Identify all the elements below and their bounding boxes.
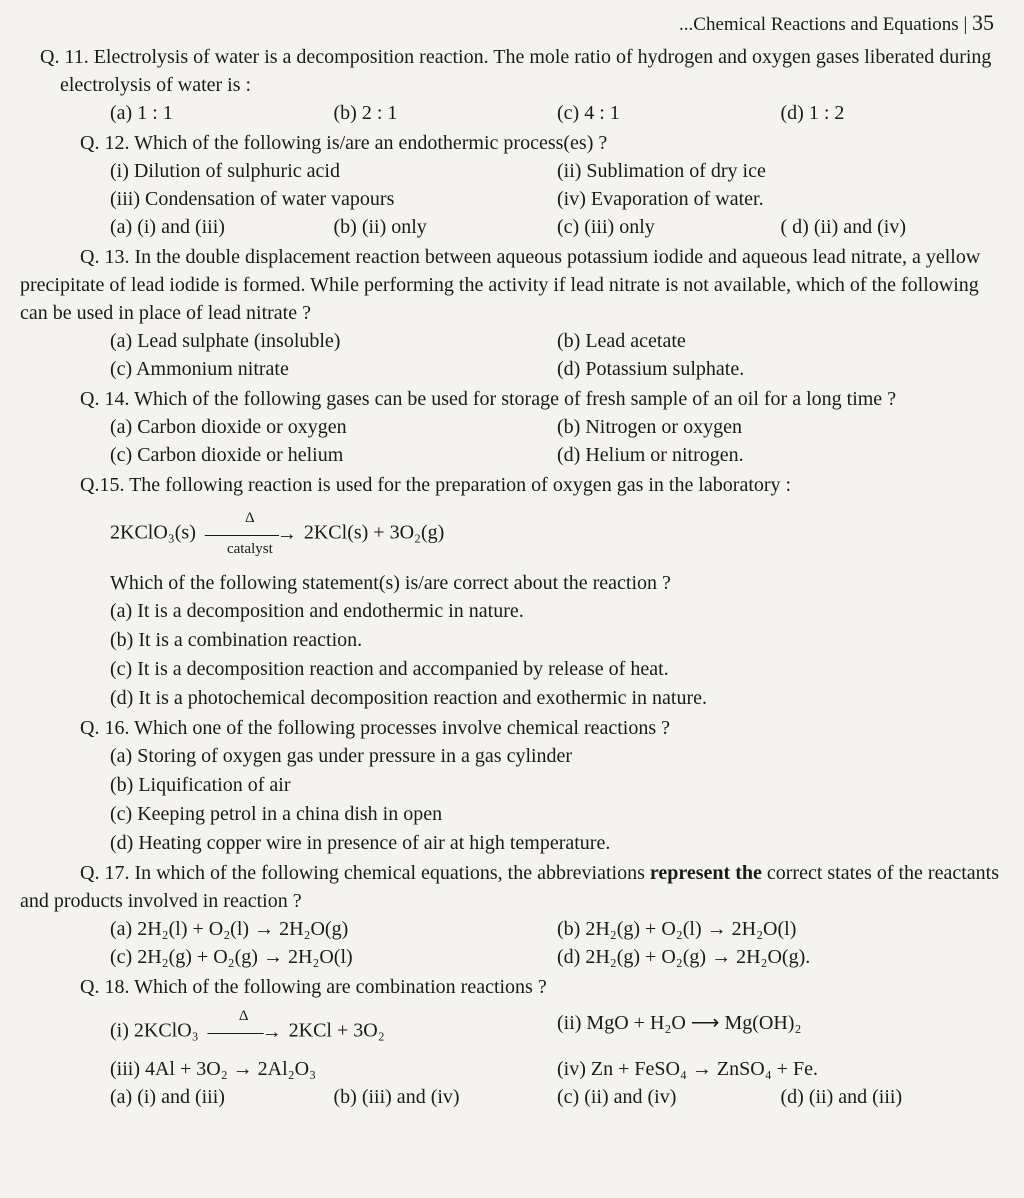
q16-opt-d: (d) Heating copper wire in presence of a…	[110, 829, 1004, 857]
q12-opt-c: (c) (iii) only	[557, 213, 781, 241]
q18-opt-b: (b) (iii) and (iv)	[334, 1083, 558, 1111]
q18-ii: (ii) MgO + H₂O ⟶ Mg(OH)₂	[557, 1009, 1004, 1055]
q13-opt-a: (a) Lead sulphate (insoluble)	[110, 327, 557, 355]
q18-iii: (iii) 4Al + 3O₂ → 2Al₂O₃	[110, 1055, 557, 1083]
q16-opt-a: (a) Storing of oxygen gas under pressure…	[110, 742, 1004, 770]
q18-options: (a) (i) and (iii) (b) (iii) and (iv) (c)…	[20, 1083, 1004, 1111]
question-11: Q. 11. Electrolysis of water is a decomp…	[20, 43, 1004, 127]
q17-options-row1: (a) 2H₂(l) + O₂(l) → 2H₂O(g) (b) 2H₂(g) …	[20, 915, 1004, 943]
q12-opt-b: (b) (ii) only	[334, 213, 558, 241]
q12-opt-a: (a) (i) and (iii)	[110, 213, 334, 241]
q17-text-bold: represent the	[650, 862, 762, 884]
q18-text: Q. 18. Which of the following are combin…	[20, 973, 1004, 1001]
q11-options: (a) 1 : 1 (b) 2 : 1 (c) 4 : 1 (d) 1 : 2	[20, 99, 1004, 127]
q11-opt-d: (d) 1 : 2	[781, 99, 1005, 127]
question-18: Q. 18. Which of the following are combin…	[20, 973, 1004, 1111]
q13-text: Q. 13. In the double displacement reacti…	[20, 243, 1004, 327]
q13-options-row2: (c) Ammonium nitrate (d) Potassium sulph…	[20, 355, 1004, 383]
q18-i: (i) 2KClO₃ Δ ———→ 2KCl + 3O₂	[110, 1009, 557, 1055]
question-12: Q. 12. Which of the following is/are an …	[20, 129, 1004, 241]
q18-opt-c: (c) (ii) and (iv)	[557, 1083, 781, 1111]
question-13: Q. 13. In the double displacement reacti…	[20, 243, 1004, 383]
q13-options-row1: (a) Lead sulphate (insoluble) (b) Lead a…	[20, 327, 1004, 355]
q15-subtext: Which of the following statement(s) is/a…	[20, 569, 1004, 597]
question-16: Q. 16. Which one of the following proces…	[20, 714, 1004, 857]
q17-text: Q. 17. In which of the following chemica…	[20, 859, 1004, 915]
q18-opt-a: (a) (i) and (iii)	[110, 1083, 334, 1111]
q13-opt-d: (d) Potassium sulphate.	[557, 355, 1004, 383]
q18-iv: (iv) Zn + FeSO₄ → ZnSO₄ + Fe.	[557, 1055, 1004, 1083]
arrow-icon: Δ ————→ catalyst	[205, 511, 295, 557]
q16-opt-c: (c) Keeping petrol in a china dish in op…	[110, 800, 1004, 828]
q13-opt-c: (c) Ammonium nitrate	[110, 355, 557, 383]
question-14: Q. 14. Which of the following gases can …	[20, 385, 1004, 469]
q15-opt-c: (c) It is a decomposition reaction and a…	[110, 655, 1004, 683]
q15-options: (a) It is a decomposition and endothermi…	[20, 597, 1004, 712]
q16-text: Q. 16. Which one of the following proces…	[20, 714, 1004, 742]
page-header: ...Chemical Reactions and Equations | 35	[20, 8, 1004, 39]
q18-i-right: 2KCl + 3O₂	[289, 1019, 385, 1041]
q17-opt-d: (d) 2H₂(g) + O₂(g) → 2H₂O(g).	[557, 943, 1004, 971]
q12-opt-d: ( d) (ii) and (iv)	[781, 213, 1005, 241]
q18-opt-d: (d) (ii) and (iii)	[781, 1083, 1005, 1111]
arrow-line: ————→	[205, 526, 295, 542]
q14-opt-c: (c) Carbon dioxide or helium	[110, 441, 557, 469]
q12-ii: (ii) Sublimation of dry ice	[557, 157, 1004, 185]
q12-text: Q. 12. Which of the following is/are an …	[20, 129, 1004, 157]
q14-text: Q. 14. Which of the following gases can …	[20, 385, 1004, 413]
q18-roman-row1: (i) 2KClO₃ Δ ———→ 2KCl + 3O₂ (ii) MgO + …	[20, 1009, 1004, 1055]
q17-opt-c: (c) 2H₂(g) + O₂(g) → 2H₂O(l)	[110, 943, 557, 971]
header-trail: ...Chemical Reactions and Equations |	[679, 14, 972, 35]
page-number: 35	[972, 10, 994, 35]
q14-opt-a: (a) Carbon dioxide or oxygen	[110, 413, 557, 441]
q15-opt-b: (b) It is a combination reaction.	[110, 626, 1004, 654]
q11-opt-c: (c) 4 : 1	[557, 99, 781, 127]
q14-options-row2: (c) Carbon dioxide or helium (d) Helium …	[20, 441, 1004, 469]
q14-options-row1: (a) Carbon dioxide or oxygen (b) Nitroge…	[20, 413, 1004, 441]
question-17: Q. 17. In which of the following chemica…	[20, 859, 1004, 971]
q15-opt-d: (d) It is a photochemical decomposition …	[110, 684, 1004, 712]
q17-text-p1: Q. 17. In which of the following chemica…	[80, 862, 650, 884]
q16-opt-b: (b) Liquification of air	[110, 771, 1004, 799]
q17-opt-a: (a) 2H₂(l) + O₂(l) → 2H₂O(g)	[110, 915, 557, 943]
q14-opt-d: (d) Helium or nitrogen.	[557, 441, 1004, 469]
q11-opt-a: (a) 1 : 1	[110, 99, 334, 127]
arrow-icon: Δ ———→	[208, 1009, 280, 1055]
q15-eq-left: 2KClO₃(s)	[110, 521, 196, 543]
q15-text: Q.15. The following reaction is used for…	[20, 471, 1004, 499]
q16-options: (a) Storing of oxygen gas under pressure…	[20, 742, 1004, 857]
q15-equation: 2KClO₃(s) Δ ————→ catalyst 2KCl(s) + 3O₂…	[20, 511, 1004, 557]
question-15: Q.15. The following reaction is used for…	[20, 471, 1004, 712]
q12-roman-row1: (i) Dilution of sulphuric acid (ii) Subl…	[20, 157, 1004, 185]
q12-options: (a) (i) and (iii) (b) (ii) only (c) (iii…	[20, 213, 1004, 241]
q12-i: (i) Dilution of sulphuric acid	[110, 157, 557, 185]
q11-text: Q. 11. Electrolysis of water is a decomp…	[20, 43, 1004, 99]
q12-iii: (iii) Condensation of water vapours	[110, 185, 557, 213]
q18-i-left: (i) 2KClO₃	[110, 1019, 199, 1041]
q15-eq-right: 2KCl(s) + 3O₂(g)	[304, 521, 444, 543]
q12-iv: (iv) Evaporation of water.	[557, 185, 1004, 213]
q14-opt-b: (b) Nitrogen or oxygen	[557, 413, 1004, 441]
q13-opt-b: (b) Lead acetate	[557, 327, 1004, 355]
q12-roman-row2: (iii) Condensation of water vapours (iv)…	[20, 185, 1004, 213]
q15-opt-a: (a) It is a decomposition and endothermi…	[110, 597, 1004, 625]
q11-opt-b: (b) 2 : 1	[334, 99, 558, 127]
arrow-line: ———→	[208, 1024, 280, 1040]
q17-opt-b: (b) 2H₂(g) + O₂(l) → 2H₂O(l)	[557, 915, 1004, 943]
q18-roman-row2: (iii) 4Al + 3O₂ → 2Al₂O₃ (iv) Zn + FeSO₄…	[20, 1055, 1004, 1083]
q17-options-row2: (c) 2H₂(g) + O₂(g) → 2H₂O(l) (d) 2H₂(g) …	[20, 943, 1004, 971]
